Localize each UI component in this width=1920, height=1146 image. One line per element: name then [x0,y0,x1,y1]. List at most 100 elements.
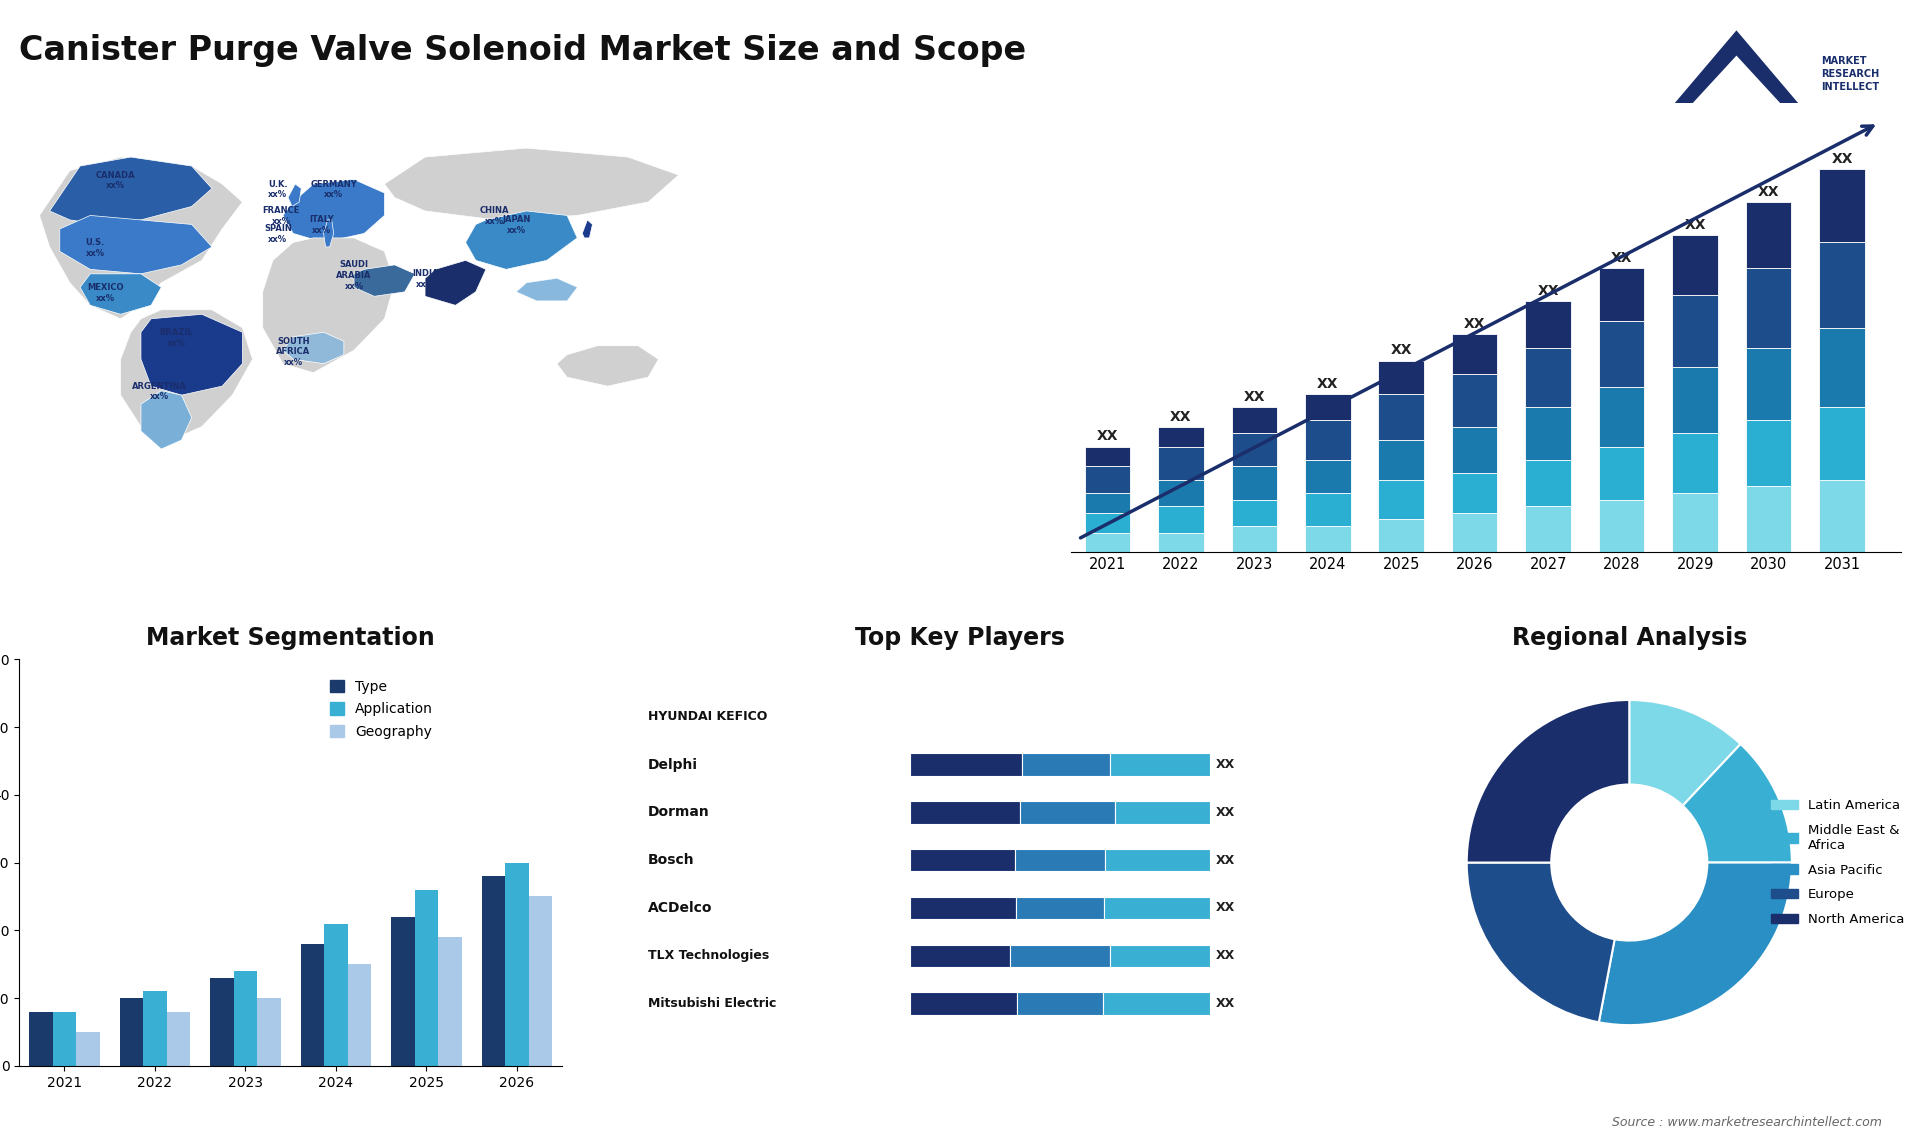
Bar [144,991,167,1066]
Legend: Latin America, Middle East &
Africa, Asia Pacific, Europe, North America: Latin America, Middle East & Africa, Asi… [1766,793,1910,932]
Text: XX: XX [1463,317,1486,331]
Bar [1116,801,1210,824]
Text: Canister Purge Valve Solenoid Market Size and Scope: Canister Purge Valve Solenoid Market Siz… [19,34,1027,68]
Wedge shape [1467,700,1630,863]
Bar [1745,347,1791,421]
Polygon shape [263,238,396,372]
Text: Delphi: Delphi [647,758,697,771]
Bar [1158,447,1204,480]
Bar [438,937,463,1066]
Bar [1158,533,1204,552]
Bar [348,964,371,1066]
Bar [1745,202,1791,268]
Bar [1452,426,1498,473]
Bar [1231,500,1277,526]
Text: XX: XX [1215,949,1235,963]
Text: SPAIN
xx%: SPAIN xx% [263,225,292,244]
Text: MARKET
RESEARCH
INTELLECT: MARKET RESEARCH INTELLECT [1822,56,1880,92]
Bar [301,944,324,1066]
Bar [1158,480,1204,507]
Bar [1524,460,1571,507]
Text: ACDelco: ACDelco [647,901,712,915]
Text: XX: XX [1215,806,1235,819]
Polygon shape [140,314,242,395]
Bar [324,924,348,1066]
Polygon shape [353,265,415,297]
Bar [1599,321,1644,387]
Bar [1599,447,1644,500]
Bar [1306,460,1350,493]
Polygon shape [121,309,253,440]
Bar [1820,242,1864,328]
Bar [1010,944,1110,967]
Bar [1379,394,1425,440]
Bar [1110,753,1210,776]
Bar [1524,301,1571,347]
Bar [1158,426,1204,447]
Bar [1020,801,1116,824]
Text: JAPAN
xx%: JAPAN xx% [503,215,530,235]
Bar [910,849,1016,871]
Bar [1306,526,1350,552]
Text: SOUTH
AFRICA
xx%: SOUTH AFRICA xx% [276,337,311,367]
Text: XX: XX [1096,430,1117,444]
Wedge shape [1599,863,1791,1026]
Bar [1820,480,1864,552]
Polygon shape [282,332,344,363]
Bar [234,971,257,1066]
Polygon shape [60,215,211,274]
Bar [1599,268,1644,321]
Bar [1524,407,1571,460]
Text: XX: XX [1759,185,1780,199]
Bar [910,944,1010,967]
Bar [1452,473,1498,512]
Bar [1231,526,1277,552]
Bar [1104,849,1210,871]
Bar [1745,421,1791,486]
Bar [392,917,415,1066]
Title: Regional Analysis: Regional Analysis [1511,627,1747,651]
Bar [29,1012,52,1066]
Polygon shape [557,346,659,386]
Bar [1745,486,1791,552]
Bar [1231,466,1277,500]
Bar [1379,440,1425,480]
Bar [1023,753,1110,776]
Text: Mitsubishi Electric: Mitsubishi Electric [647,997,776,1010]
Title: Top Key Players: Top Key Players [854,627,1066,651]
Text: XX: XX [1832,152,1853,166]
Polygon shape [424,260,486,305]
Text: MEXICO
xx%: MEXICO xx% [86,283,123,303]
Bar [1016,897,1104,919]
Text: XX: XX [1611,251,1632,265]
Text: XX: XX [1215,758,1235,771]
Bar [1085,493,1131,512]
Polygon shape [516,278,578,300]
Text: BRAZIL
xx%: BRAZIL xx% [159,328,194,347]
Bar [1379,361,1425,394]
Bar [1672,295,1718,368]
Bar [910,897,1016,919]
Bar [1820,407,1864,480]
Bar [209,978,234,1066]
Bar [1231,407,1277,433]
Bar [119,998,144,1066]
Bar [1306,421,1350,460]
Bar [1524,507,1571,552]
Bar [257,998,280,1066]
Bar [505,863,528,1066]
Bar [1745,268,1791,347]
Text: XX: XX [1390,344,1411,358]
Text: XX: XX [1215,902,1235,915]
Polygon shape [40,157,242,319]
Wedge shape [1467,863,1615,1022]
Polygon shape [384,148,678,220]
Polygon shape [81,274,161,314]
Text: Dorman: Dorman [647,806,710,819]
Bar [1018,992,1102,1015]
Bar [1672,235,1718,295]
Wedge shape [1682,744,1791,863]
Text: TLX Technologies: TLX Technologies [647,949,770,963]
Bar [1104,897,1210,919]
Text: Bosch: Bosch [647,853,695,868]
